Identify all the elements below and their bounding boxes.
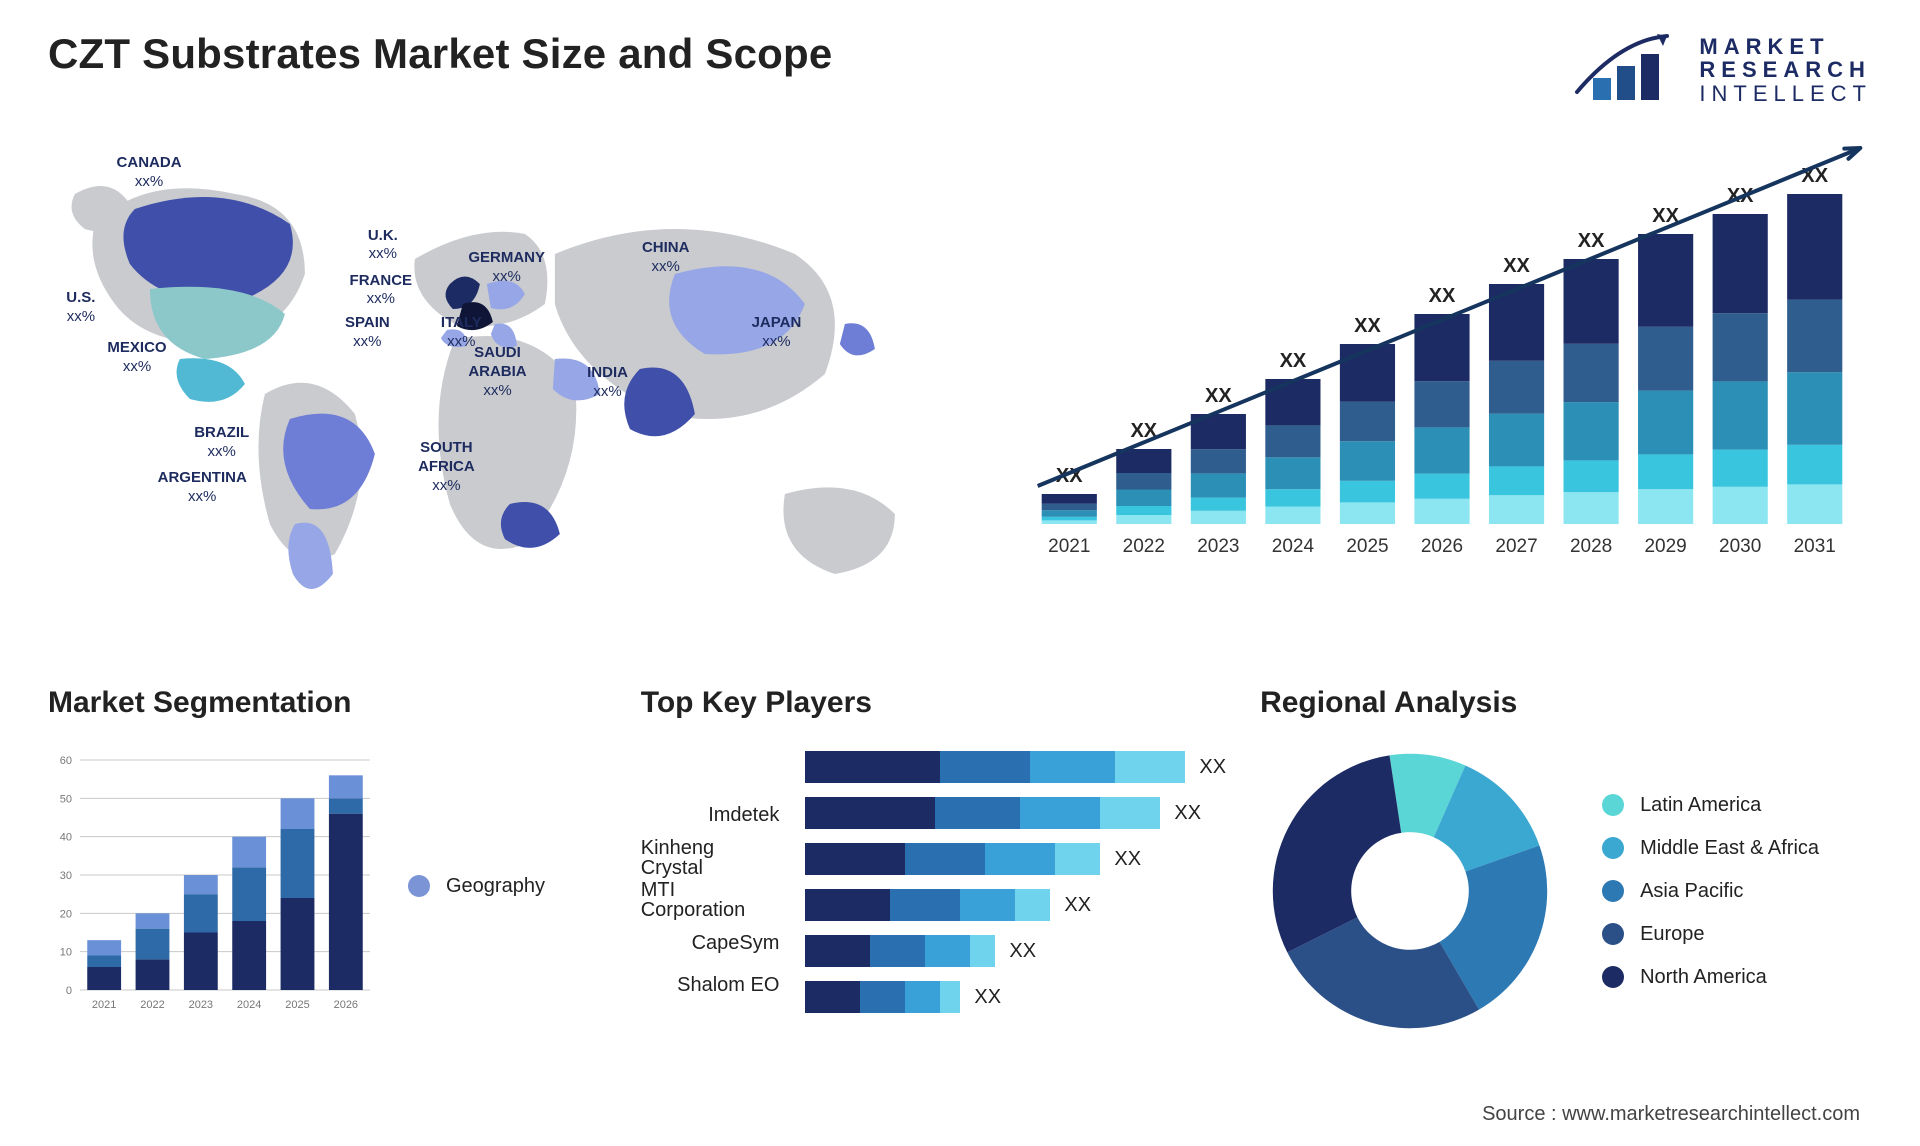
top-row: CANADAxx% U.S.xx% MEXICOxx% BRAZILxx% ARGENT… <box>48 134 1872 634</box>
player-value: XX <box>1174 802 1201 825</box>
legend-item: Asia Pacific <box>1602 880 1819 903</box>
regional-title: Regional Analysis <box>1260 686 1872 720</box>
brand-logo: MARKET RESEARCH INTELLECT <box>1571 30 1872 110</box>
players-section: Top Key Players ImdetekKinheng CrystalMT… <box>641 686 1226 1036</box>
svg-text:0: 0 <box>66 985 72 997</box>
svg-text:2021: 2021 <box>1048 536 1090 557</box>
legend-item: Latin America <box>1602 794 1819 817</box>
svg-text:30: 30 <box>60 870 72 882</box>
player-label: CapeSym <box>641 922 780 964</box>
player-bar-row: XX <box>805 838 1226 880</box>
regional-section: Regional Analysis Latin America Middle Ea… <box>1260 686 1872 1036</box>
player-value: XX <box>1114 848 1141 871</box>
logo-mark-icon <box>1571 30 1681 110</box>
svg-text:20: 20 <box>60 908 72 920</box>
segmentation-title: Market Segmentation <box>48 686 607 720</box>
svg-text:2022: 2022 <box>1122 536 1164 557</box>
svg-text:2024: 2024 <box>1272 536 1315 557</box>
source-attribution: Source : www.marketresearchintellect.com <box>1482 1103 1860 1126</box>
legend-item: Europe <box>1602 923 1819 946</box>
map-label: SOUTHAFRICAxx% <box>418 439 475 495</box>
svg-text:XX: XX <box>1577 230 1604 252</box>
map-label: U.K.xx% <box>368 227 398 265</box>
svg-text:2030: 2030 <box>1719 536 1761 557</box>
segmentation-section: Market Segmentation 0 10 20 30 40 50 60 2021 202… <box>48 686 607 1036</box>
player-bar-row: XX <box>805 976 1226 1018</box>
svg-text:40: 40 <box>60 832 72 844</box>
svg-text:60: 60 <box>60 755 72 767</box>
player-label: Shalom EO <box>641 964 780 1006</box>
regional-donut <box>1260 746 1560 1036</box>
map-label: CHINAxx% <box>642 239 690 277</box>
svg-text:2022: 2022 <box>140 999 164 1011</box>
svg-text:XX: XX <box>1205 385 1232 407</box>
player-bar-row: XX <box>805 746 1226 788</box>
svg-text:XX: XX <box>1279 350 1306 372</box>
regional-legend: Latin America Middle East & Africa Asia Pa… <box>1602 794 1819 989</box>
svg-text:XX: XX <box>1503 255 1530 277</box>
svg-text:XX: XX <box>1354 315 1381 337</box>
player-value: XX <box>1009 940 1036 963</box>
segmentation-chart: 0 10 20 30 40 50 60 2021 2022 2023 2024 2025 2026 <box>48 746 378 1026</box>
header: CZT Substrates Market Size and Scope MAR… <box>48 30 1872 110</box>
page-title: CZT Substrates Market Size and Scope <box>48 30 832 78</box>
svg-text:XX: XX <box>1428 285 1455 307</box>
growth-chart: XX2021XX2022XX2023XX2024XX2025XX2026XX20… <box>1002 134 1872 634</box>
player-label: Imdetek <box>641 794 780 836</box>
svg-text:2027: 2027 <box>1495 536 1537 557</box>
legend-item: Middle East & Africa <box>1602 837 1819 860</box>
player-label <box>641 752 780 794</box>
player-value: XX <box>1064 894 1091 917</box>
svg-text:2031: 2031 <box>1793 536 1835 557</box>
svg-text:2023: 2023 <box>189 999 213 1011</box>
player-bar-row: XX <box>805 792 1226 834</box>
map-label: INDIAxx% <box>587 364 628 402</box>
svg-text:2029: 2029 <box>1644 536 1686 557</box>
svg-text:50: 50 <box>60 793 72 805</box>
svg-text:2024: 2024 <box>237 999 261 1011</box>
svg-text:10: 10 <box>60 947 72 959</box>
map-label: FRANCExx% <box>350 272 413 310</box>
svg-text:2021: 2021 <box>92 999 116 1011</box>
growth-svg: XX2021XX2022XX2023XX2024XX2025XX2026XX20… <box>1002 134 1872 614</box>
players-labels: ImdetekKinheng CrystalMTI CorporationCap… <box>641 746 780 1006</box>
legend-item: Geography <box>408 875 545 898</box>
map-label: ARGENTINAxx% <box>158 469 247 507</box>
svg-text:2026: 2026 <box>1421 536 1463 557</box>
players-bars: XX XX XX XX XX XX <box>805 746 1226 1018</box>
map-label: JAPANxx% <box>752 314 802 352</box>
map-label: MEXICOxx% <box>107 339 166 377</box>
bottom-row: Market Segmentation 0 10 20 30 40 50 60 2021 202… <box>48 686 1872 1036</box>
map-label: SAUDIARABIAxx% <box>468 344 526 400</box>
svg-text:2026: 2026 <box>334 999 358 1011</box>
svg-text:2025: 2025 <box>1346 536 1388 557</box>
map-label: CANADAxx% <box>117 154 182 192</box>
map-label: BRAZILxx% <box>194 424 249 462</box>
world-map: CANADAxx% U.S.xx% MEXICOxx% BRAZILxx% ARGENT… <box>48 134 962 634</box>
player-bar-row: XX <box>805 930 1226 972</box>
svg-text:2025: 2025 <box>285 999 309 1011</box>
legend-item: North America <box>1602 966 1819 989</box>
players-title: Top Key Players <box>641 686 1226 720</box>
map-label: GERMANYxx% <box>468 249 545 287</box>
svg-text:2028: 2028 <box>1570 536 1612 557</box>
map-label: SPAINxx% <box>345 314 390 352</box>
svg-text:2023: 2023 <box>1197 536 1239 557</box>
segmentation-legend: Geography <box>408 875 545 898</box>
player-label: Kinheng Crystal <box>641 837 780 879</box>
player-value: XX <box>974 986 1001 1009</box>
player-value: XX <box>1199 756 1226 779</box>
player-label: MTI Corporation <box>641 879 780 921</box>
logo-text: MARKET RESEARCH INTELLECT <box>1699 35 1872 104</box>
player-bar-row: XX <box>805 884 1226 926</box>
map-label: U.S.xx% <box>66 289 95 327</box>
